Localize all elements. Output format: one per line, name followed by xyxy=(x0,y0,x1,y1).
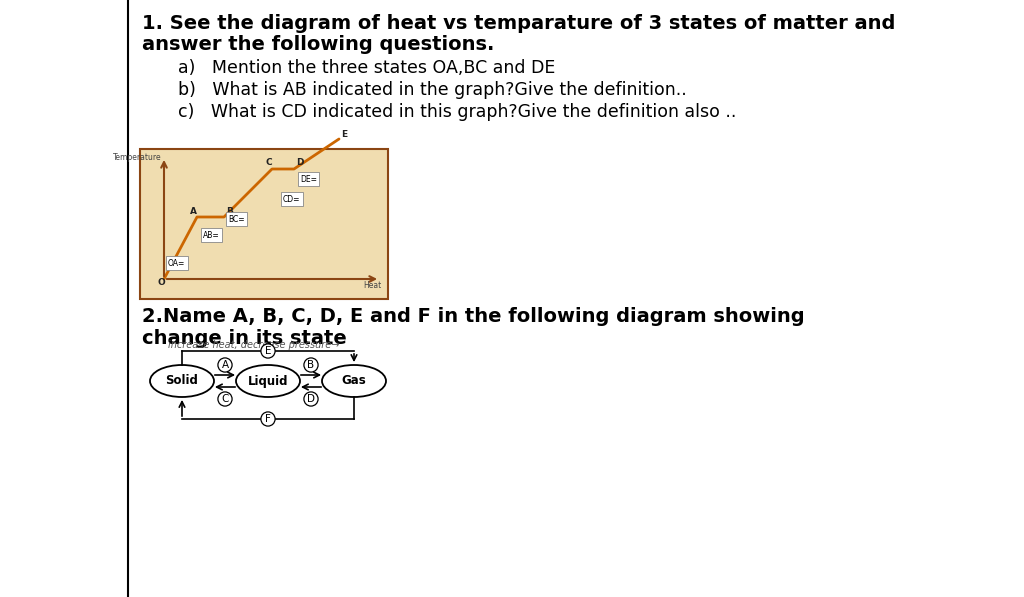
Text: increase heat, decrease pressure→: increase heat, decrease pressure→ xyxy=(168,340,339,350)
Text: Gas: Gas xyxy=(342,374,367,387)
Text: C: C xyxy=(221,394,228,404)
Text: O: O xyxy=(158,278,166,287)
Text: Heat: Heat xyxy=(364,281,382,290)
Text: E: E xyxy=(265,346,271,356)
Ellipse shape xyxy=(150,365,214,397)
Text: B: B xyxy=(307,360,314,370)
Text: a)   Mention the three states OA,BC and DE: a) Mention the three states OA,BC and DE xyxy=(178,59,555,77)
Text: C: C xyxy=(266,158,272,167)
Text: F: F xyxy=(265,414,271,424)
Text: D: D xyxy=(296,158,303,167)
Text: A: A xyxy=(190,207,197,216)
Text: DE=: DE= xyxy=(300,174,317,183)
Text: change in its state: change in its state xyxy=(142,329,347,348)
Text: 1. See the diagram of heat vs temparature of 3 states of matter and: 1. See the diagram of heat vs temparatur… xyxy=(142,14,895,33)
Text: D: D xyxy=(307,394,315,404)
Text: b)   What is AB indicated in the graph?Give the definition..: b) What is AB indicated in the graph?Giv… xyxy=(178,81,687,99)
Bar xyxy=(140,149,388,299)
Text: 2.Name A, B, C, D, E and F in the following diagram showing: 2.Name A, B, C, D, E and F in the follow… xyxy=(142,307,805,326)
Text: B: B xyxy=(226,207,232,216)
Text: E: E xyxy=(341,130,347,139)
Text: AB=: AB= xyxy=(203,230,220,239)
Text: answer the following questions.: answer the following questions. xyxy=(142,35,495,54)
Ellipse shape xyxy=(236,365,300,397)
Text: OA=: OA= xyxy=(168,259,185,267)
Text: Liquid: Liquid xyxy=(248,374,288,387)
Text: Solid: Solid xyxy=(166,374,199,387)
Text: c)   What is CD indicated in this graph?Give the definition also ..: c) What is CD indicated in this graph?Gi… xyxy=(178,103,736,121)
Ellipse shape xyxy=(322,365,386,397)
Text: BC=: BC= xyxy=(228,214,245,223)
Text: Temperature: Temperature xyxy=(114,153,162,162)
Text: A: A xyxy=(221,360,228,370)
Text: CD=: CD= xyxy=(283,195,300,204)
